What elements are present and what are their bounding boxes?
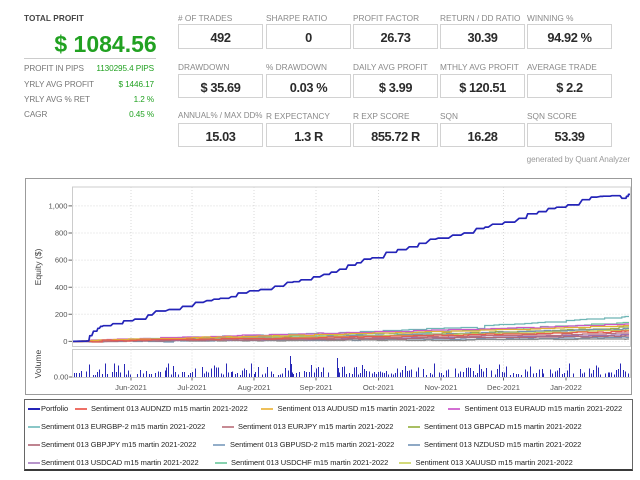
svg-text:Dec-2021: Dec-2021 <box>487 383 520 392</box>
svg-text:Oct-2021: Oct-2021 <box>363 383 394 392</box>
svg-text:Nov-2021: Nov-2021 <box>425 383 458 392</box>
svg-text:Jul-2021: Jul-2021 <box>177 383 206 392</box>
svg-text:600: 600 <box>55 256 68 265</box>
svg-text:0.00: 0.00 <box>54 373 69 382</box>
svg-text:Volume: Volume <box>33 349 43 378</box>
svg-text:200: 200 <box>55 310 68 319</box>
svg-text:1,000: 1,000 <box>48 202 67 211</box>
svg-text:Jun-2021: Jun-2021 <box>115 383 147 392</box>
svg-text:Equity ($): Equity ($) <box>33 248 43 285</box>
svg-text:0: 0 <box>63 337 67 346</box>
svg-text:Jan-2022: Jan-2022 <box>550 383 582 392</box>
svg-text:Sep-2021: Sep-2021 <box>300 383 333 392</box>
svg-text:800: 800 <box>55 229 68 238</box>
svg-text:400: 400 <box>55 283 68 292</box>
svg-text:Aug-2021: Aug-2021 <box>238 383 271 392</box>
